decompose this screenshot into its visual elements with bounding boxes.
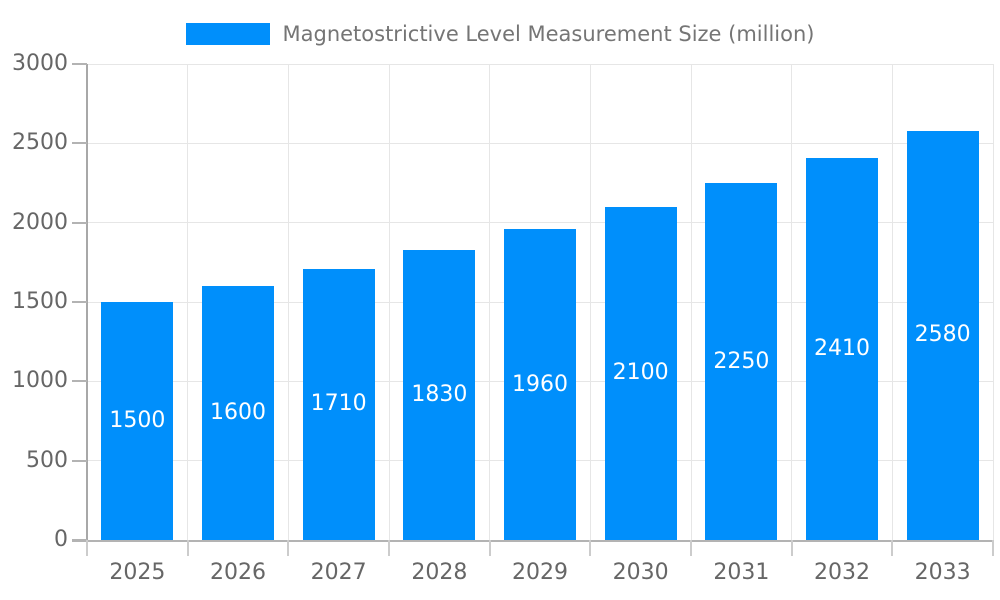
y-tick-label: 2000 [12,209,68,235]
h-gridline [87,222,993,224]
bar-value-label: 1500 [109,408,166,433]
bar-value-label: 1960 [512,371,568,397]
x-tick-label: 2029 [512,560,568,585]
x-tick-label: 2025 [109,560,166,585]
x-axis-tick [992,540,994,556]
x-tick-label: 2032 [814,560,870,585]
x-axis-tick [287,540,290,556]
x-tick-label: 2028 [411,560,468,585]
x-tick-label: 2030 [612,560,669,585]
y-tick-label: 2500 [12,130,68,156]
bar [705,183,778,540]
y-axis-tick [72,459,87,462]
y-tick-label: 500 [26,447,68,473]
x-axis-line [72,540,993,542]
bar [504,229,576,540]
y-tick-label: 3000 [12,51,68,76]
bar [101,302,174,540]
y-tick-label: 0 [54,527,68,552]
bar [302,268,375,540]
x-axis-tick [891,540,894,556]
x-tick-label: 2031 [713,560,770,585]
bar-value-label: 2100 [612,360,669,386]
y-axis-tick [72,221,87,224]
bar-value-label: 2580 [914,322,971,348]
x-axis-tick [86,540,88,556]
v-gridline [690,64,692,540]
v-gridline [891,64,893,540]
x-axis-tick [589,540,592,556]
h-gridline [87,63,993,65]
y-axis-tick [72,63,87,65]
x-axis-tick [690,540,692,556]
v-gridline [287,64,289,540]
x-axis-tick [388,540,390,556]
y-axis-tick [72,380,87,383]
h-gridline [87,142,993,144]
y-axis-tick [72,539,87,541]
y-tick-label: 1500 [12,289,68,314]
v-gridline [992,64,994,540]
bar-value-label: 1710 [310,391,367,417]
y-axis-tick [72,301,87,303]
y-axis-line [86,64,88,540]
x-tick-label: 2033 [914,560,971,585]
x-tick-label: 2026 [210,560,266,585]
x-tick-label: 2027 [310,560,367,585]
bar [806,157,878,540]
bar [906,130,979,540]
bar [202,286,274,540]
bar [604,206,677,540]
bar-value-label: 2410 [814,335,870,361]
bar-value-label: 1830 [411,381,468,407]
x-axis-tick [790,540,793,556]
y-tick-label: 1000 [12,368,68,394]
bar-value-label: 1600 [210,400,266,426]
v-gridline [388,64,390,540]
bar-value-label: 2250 [713,348,770,374]
v-gridline [589,64,591,540]
bar [403,249,476,540]
v-gridline [791,64,793,540]
x-axis-tick [488,540,491,556]
legend[interactable]: Magnetostrictive Level Measurement Size … [0,20,1000,48]
legend-swatch-icon [185,23,270,45]
legend-label: Magnetostrictive Level Measurement Size … [282,22,815,46]
v-gridline [187,64,189,540]
x-axis-tick [186,540,189,556]
v-gridline [489,64,491,540]
y-axis-tick [72,142,87,145]
